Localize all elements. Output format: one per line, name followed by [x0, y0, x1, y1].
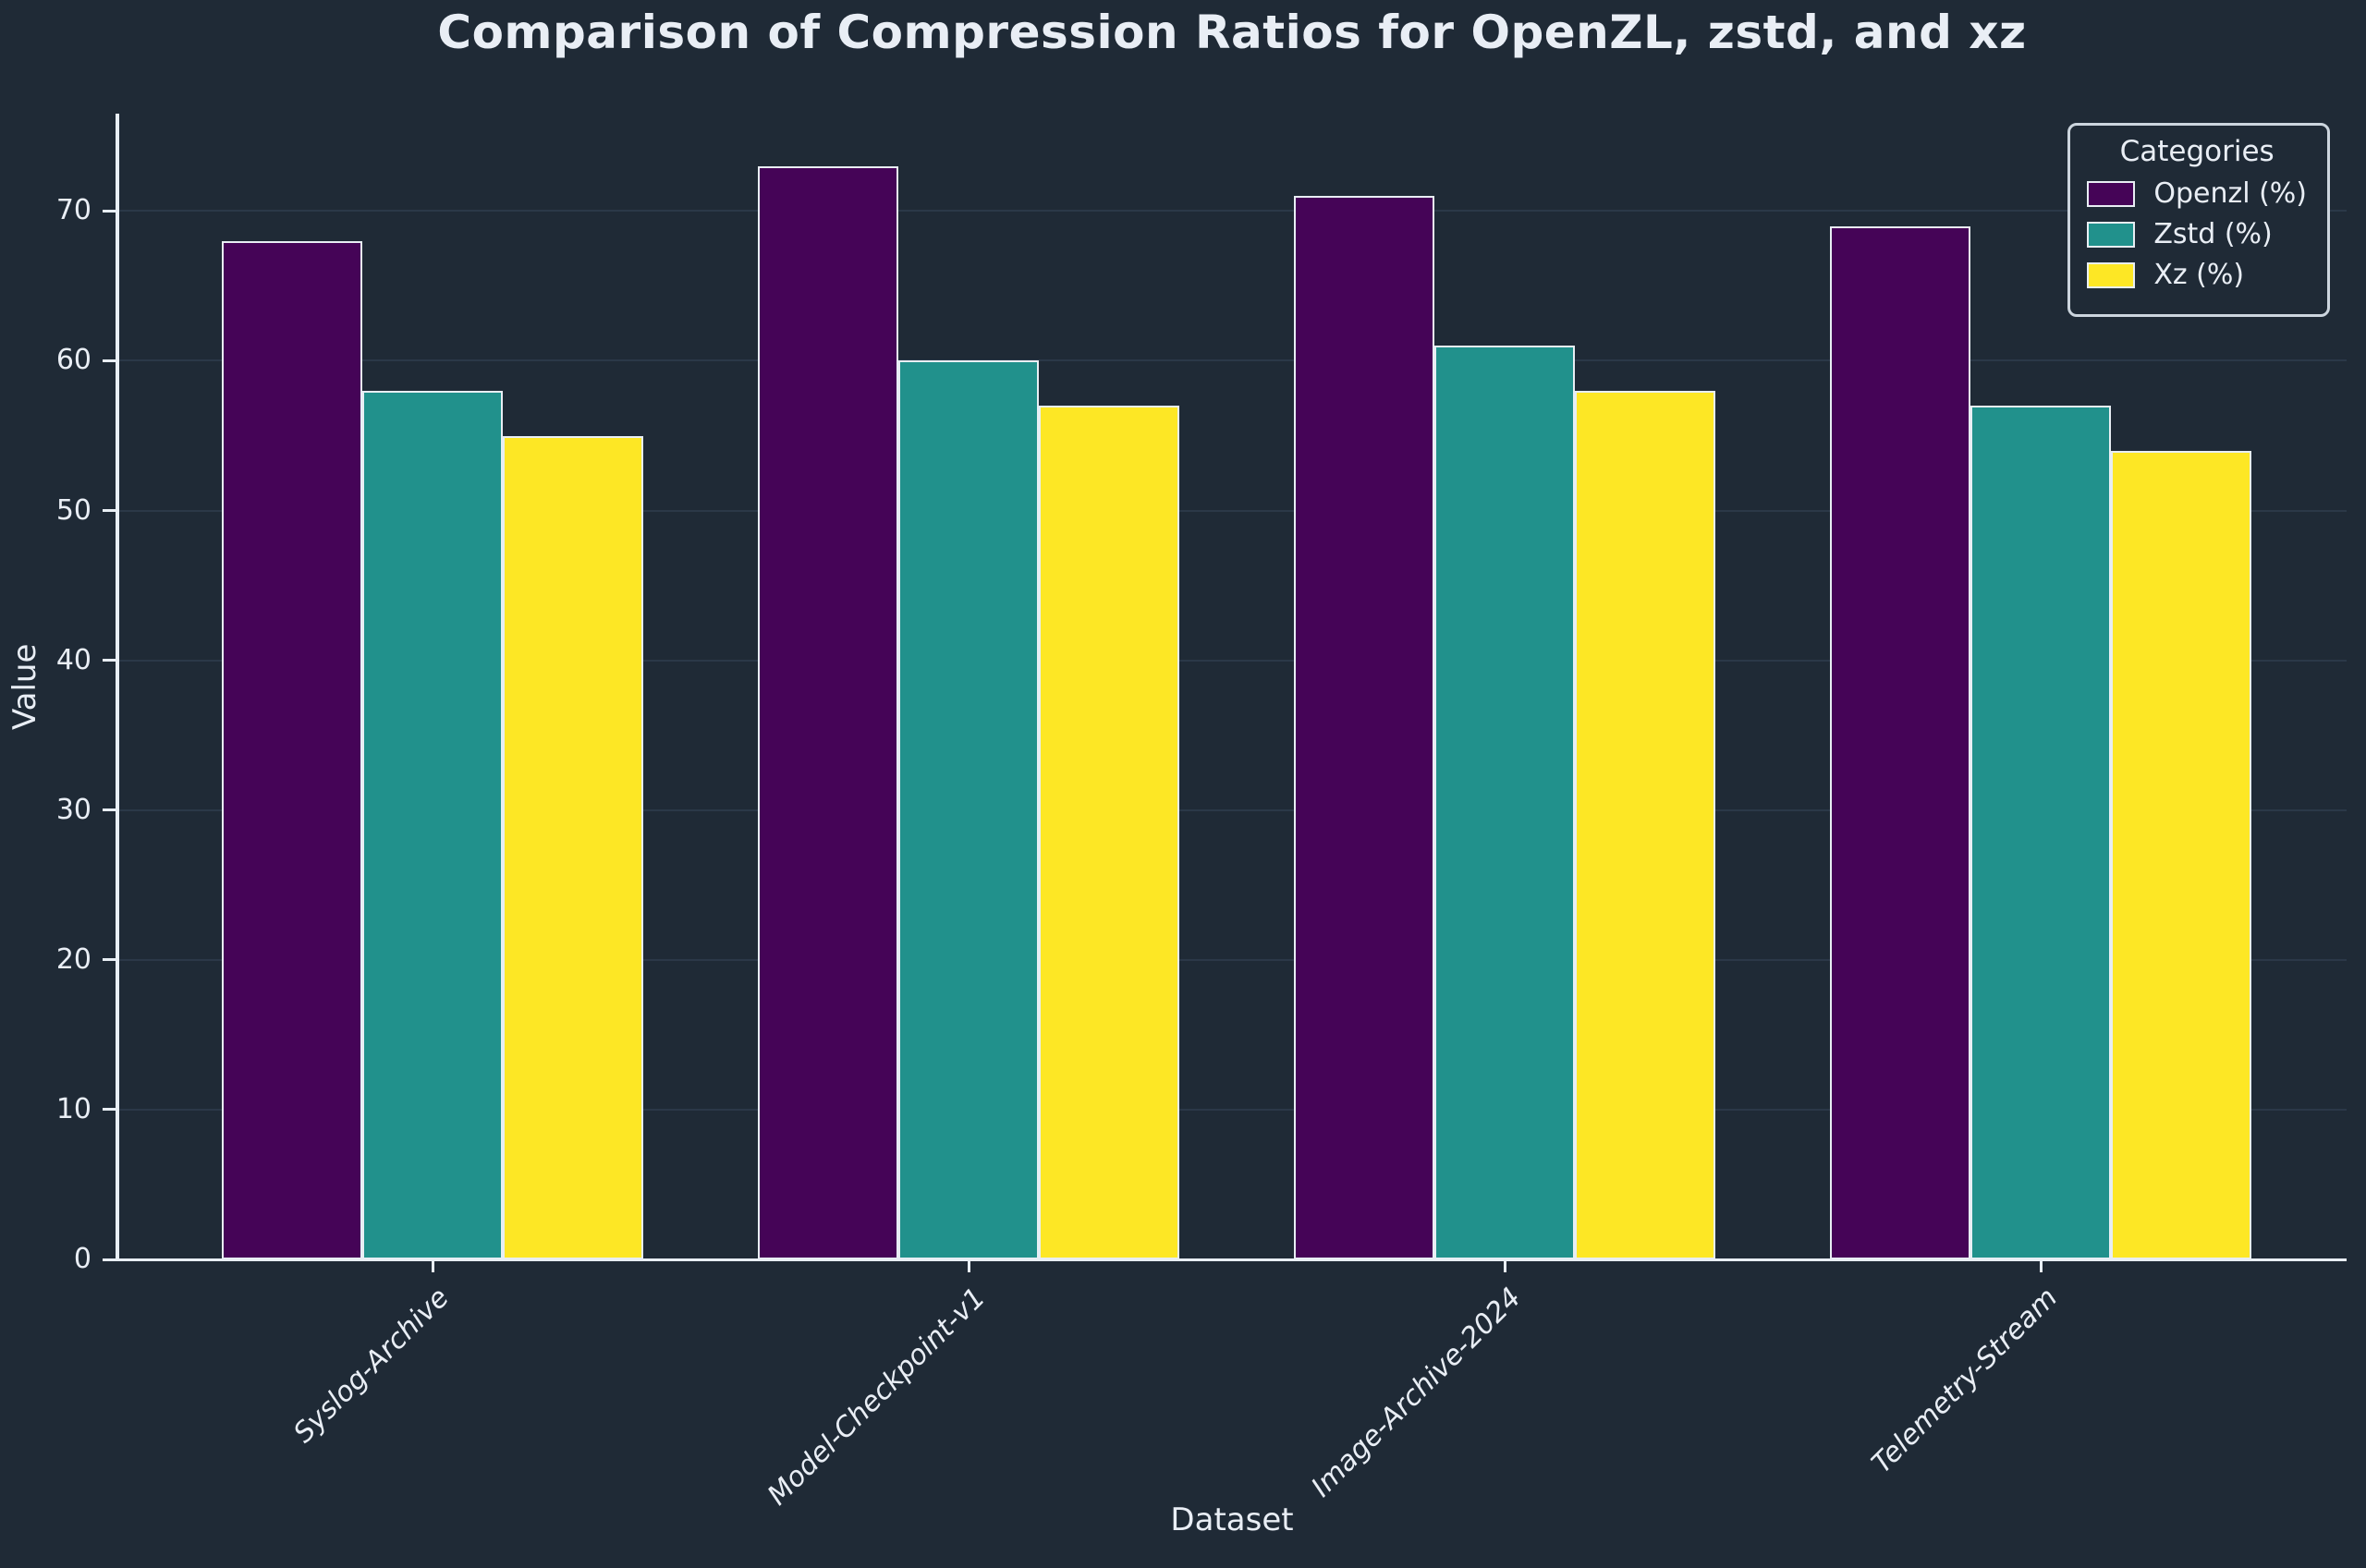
legend-entry: Zstd (%) — [2087, 218, 2307, 250]
y-tick-label: 40 — [55, 643, 91, 676]
x-tick-mark — [431, 1259, 434, 1272]
plot-area: 0 10 20 30 40 50 60 70 Syslog-Archive Model-Chec… — [6, 114, 2347, 1538]
chart-title: Comparison of Compression Ratios for Ope… — [437, 6, 2027, 59]
y-tick-mark — [103, 509, 116, 513]
y-tick-mark — [103, 808, 116, 812]
bar-xz-telemetry-stream — [2111, 450, 2251, 1259]
legend-label: Openzl (%) — [2153, 177, 2307, 210]
bar-xz-syslog-archive — [503, 435, 643, 1259]
y-tick-mark — [103, 209, 116, 213]
x-tick-mark — [967, 1259, 970, 1272]
legend-swatch — [2087, 261, 2136, 288]
y-tick-label: 10 — [55, 1092, 91, 1125]
y-tick-label: 20 — [55, 942, 91, 976]
x-tick-mark — [2039, 1259, 2043, 1272]
bar-openzl-model-checkpoint-v1 — [758, 165, 898, 1259]
y-tick-label: 50 — [55, 493, 91, 527]
bar-zstd-telemetry-stream — [1970, 406, 2111, 1259]
x-tick-label: Telemetry-Stream — [1865, 1282, 2064, 1480]
legend: Categories Openzl (%) Zstd (%) Xz (%) — [2067, 123, 2330, 317]
y-tick-mark — [103, 359, 116, 362]
x-axis-line — [116, 1258, 2347, 1261]
bar-zstd-model-checkpoint-v1 — [898, 360, 1039, 1259]
x-tick-label: Model-Checkpoint-v1 — [761, 1282, 992, 1513]
gridline — [117, 659, 2347, 662]
legend-swatch — [2087, 221, 2136, 248]
legend-entries: Openzl (%) Zstd (%) Xz (%) — [2087, 177, 2307, 291]
y-tick-label: 70 — [55, 194, 91, 227]
y-tick-label: 30 — [55, 793, 91, 826]
bar-xz-model-checkpoint-v1 — [1039, 406, 1179, 1259]
gridline — [117, 808, 2347, 811]
y-tick-mark — [103, 659, 116, 662]
y-tick-label: 0 — [73, 1243, 91, 1275]
y-tick-mark — [103, 1108, 116, 1112]
gridline — [117, 359, 2347, 362]
gridline — [117, 509, 2347, 512]
bar-openzl-telemetry-stream — [1830, 225, 1970, 1259]
gridline — [117, 1108, 2347, 1111]
y-axis-line — [116, 114, 119, 1261]
x-tick-mark — [1503, 1259, 1506, 1272]
bar-openzl-image-archive-2024 — [1294, 196, 1434, 1259]
bar-zstd-syslog-archive — [362, 390, 503, 1259]
legend-title: Categories — [2119, 135, 2275, 168]
y-tick-mark — [103, 958, 116, 962]
x-tick-label: Syslog-Archive — [287, 1282, 456, 1450]
bar-openzl-syslog-archive — [222, 240, 362, 1259]
y-axis-title: Value — [6, 643, 43, 730]
y-tick-mark — [103, 1258, 116, 1261]
legend-label: Zstd (%) — [2153, 218, 2273, 250]
legend-entry: Openzl (%) — [2087, 177, 2307, 210]
gridline — [117, 958, 2347, 961]
x-tick-label: Image-Archive-2024 — [1305, 1282, 1528, 1504]
legend-entry: Xz (%) — [2087, 259, 2307, 291]
legend-label: Xz (%) — [2153, 259, 2245, 291]
bar-zstd-image-archive-2024 — [1434, 346, 1575, 1259]
bar-xz-image-archive-2024 — [1575, 390, 1715, 1259]
legend-swatch — [2087, 180, 2136, 207]
y-tick-label: 60 — [55, 344, 91, 377]
gridline — [117, 210, 2347, 213]
x-axis-title: Dataset — [1170, 1501, 1294, 1538]
